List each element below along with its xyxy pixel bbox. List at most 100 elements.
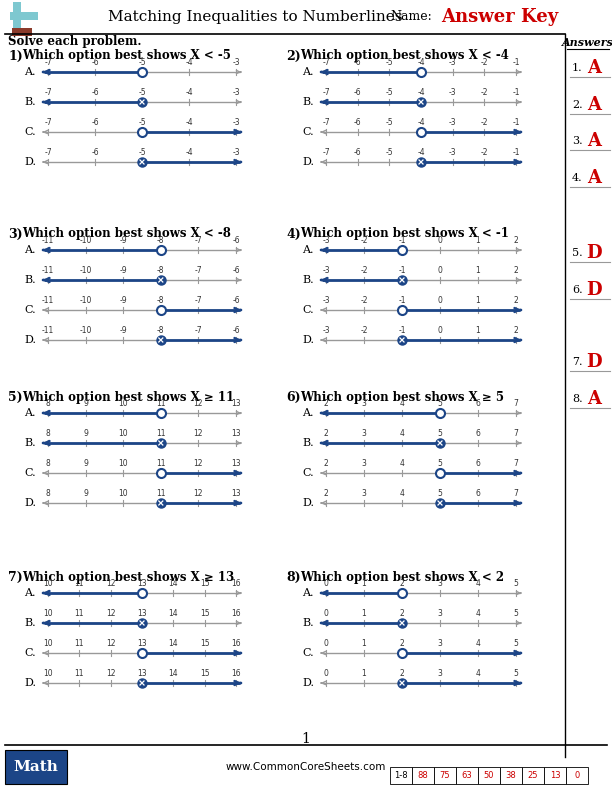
Text: 0: 0 xyxy=(438,236,442,245)
Text: 2: 2 xyxy=(324,489,329,498)
Text: 3: 3 xyxy=(362,459,367,468)
Text: -9: -9 xyxy=(119,266,127,275)
Text: -1: -1 xyxy=(398,296,406,305)
Text: -5: -5 xyxy=(386,58,393,67)
Text: -2: -2 xyxy=(360,266,368,275)
Text: 1-8: 1-8 xyxy=(394,771,408,780)
Text: 2: 2 xyxy=(513,266,518,275)
Text: 10: 10 xyxy=(118,459,128,468)
Text: Which option best shows X < -8: Which option best shows X < -8 xyxy=(22,227,231,241)
Text: -3: -3 xyxy=(449,88,457,97)
Text: 1: 1 xyxy=(302,732,310,746)
Text: 4: 4 xyxy=(400,399,405,408)
Text: 13: 13 xyxy=(137,579,147,588)
Text: 16: 16 xyxy=(231,639,241,648)
Text: B.: B. xyxy=(24,97,35,107)
Text: A.: A. xyxy=(302,67,313,77)
Text: 11: 11 xyxy=(156,489,166,498)
Text: 7.: 7. xyxy=(572,357,583,367)
Text: 6): 6) xyxy=(286,390,300,403)
Text: 3): 3) xyxy=(8,227,23,241)
Text: -7: -7 xyxy=(44,118,52,127)
Text: 5: 5 xyxy=(513,639,518,648)
Text: Matching Inequalities to Numberlines: Matching Inequalities to Numberlines xyxy=(108,10,402,24)
Text: 2: 2 xyxy=(400,579,405,588)
Text: 4.: 4. xyxy=(572,173,583,183)
Text: 7: 7 xyxy=(513,459,518,468)
Text: A.: A. xyxy=(24,245,35,255)
Bar xyxy=(434,767,456,784)
Text: C.: C. xyxy=(24,127,35,137)
Text: -1: -1 xyxy=(512,118,520,127)
Text: 2: 2 xyxy=(513,296,518,305)
Text: 9: 9 xyxy=(83,429,88,438)
Text: 3: 3 xyxy=(438,669,442,678)
Text: 14: 14 xyxy=(168,669,178,678)
Text: Answer Key: Answer Key xyxy=(441,8,559,26)
Text: 50: 50 xyxy=(483,771,494,780)
Text: -9: -9 xyxy=(119,296,127,305)
Text: -6: -6 xyxy=(91,118,99,127)
Text: A.: A. xyxy=(302,245,313,255)
Text: 88: 88 xyxy=(417,771,428,780)
Text: A.: A. xyxy=(302,588,313,598)
Text: 16: 16 xyxy=(231,579,241,588)
Bar xyxy=(456,767,478,784)
Text: -1: -1 xyxy=(512,58,520,67)
Text: 9: 9 xyxy=(83,489,88,498)
Text: -5: -5 xyxy=(138,88,146,97)
Text: 3: 3 xyxy=(362,489,367,498)
Text: -8: -8 xyxy=(157,326,165,335)
Text: 10: 10 xyxy=(43,609,53,618)
Text: Which option best shows X ≥ 13: Which option best shows X ≥ 13 xyxy=(22,570,234,584)
Text: 13: 13 xyxy=(137,669,147,678)
Text: 9: 9 xyxy=(83,459,88,468)
Text: 10: 10 xyxy=(118,489,128,498)
Text: -7: -7 xyxy=(322,88,330,97)
Text: A: A xyxy=(587,59,601,77)
Bar xyxy=(500,767,522,784)
Text: 5: 5 xyxy=(438,489,442,498)
Text: -4: -4 xyxy=(185,58,193,67)
Text: 3: 3 xyxy=(362,429,367,438)
Bar xyxy=(13,2,21,30)
Text: -6: -6 xyxy=(91,148,99,157)
Text: -4: -4 xyxy=(185,88,193,97)
Text: A.: A. xyxy=(24,588,35,598)
Text: 13: 13 xyxy=(231,399,241,408)
Text: D: D xyxy=(586,353,602,371)
Text: 13: 13 xyxy=(137,639,147,648)
Text: 13: 13 xyxy=(137,609,147,618)
Text: 2: 2 xyxy=(324,459,329,468)
Text: -10: -10 xyxy=(80,236,92,245)
Text: 15: 15 xyxy=(200,579,209,588)
Text: Which option best shows X ≥ 5: Which option best shows X ≥ 5 xyxy=(300,390,504,403)
Text: -6: -6 xyxy=(354,118,362,127)
Text: 7): 7) xyxy=(8,570,23,584)
Bar xyxy=(478,767,500,784)
Text: -4: -4 xyxy=(417,118,425,127)
Text: 13: 13 xyxy=(550,771,561,780)
Text: 8: 8 xyxy=(46,399,50,408)
Text: 11: 11 xyxy=(156,399,166,408)
Text: -3: -3 xyxy=(232,148,240,157)
Text: A.: A. xyxy=(24,408,35,418)
Text: 2.: 2. xyxy=(572,100,583,110)
Text: 10: 10 xyxy=(118,429,128,438)
Text: www.CommonCoreSheets.com: www.CommonCoreSheets.com xyxy=(226,762,386,772)
Text: -6: -6 xyxy=(232,326,240,335)
Text: 7: 7 xyxy=(513,429,518,438)
Text: 4: 4 xyxy=(400,489,405,498)
Text: 5.: 5. xyxy=(572,248,583,258)
Text: 4: 4 xyxy=(476,639,480,648)
Text: 2: 2 xyxy=(324,429,329,438)
Text: -11: -11 xyxy=(42,326,54,335)
Text: -4: -4 xyxy=(185,148,193,157)
Text: 15: 15 xyxy=(200,609,209,618)
Text: Which option best shows X < -1: Which option best shows X < -1 xyxy=(300,227,509,241)
Text: 6: 6 xyxy=(476,459,480,468)
Text: 11: 11 xyxy=(75,579,84,588)
Text: -3: -3 xyxy=(232,58,240,67)
Text: -6: -6 xyxy=(354,148,362,157)
Text: -2: -2 xyxy=(360,326,368,335)
